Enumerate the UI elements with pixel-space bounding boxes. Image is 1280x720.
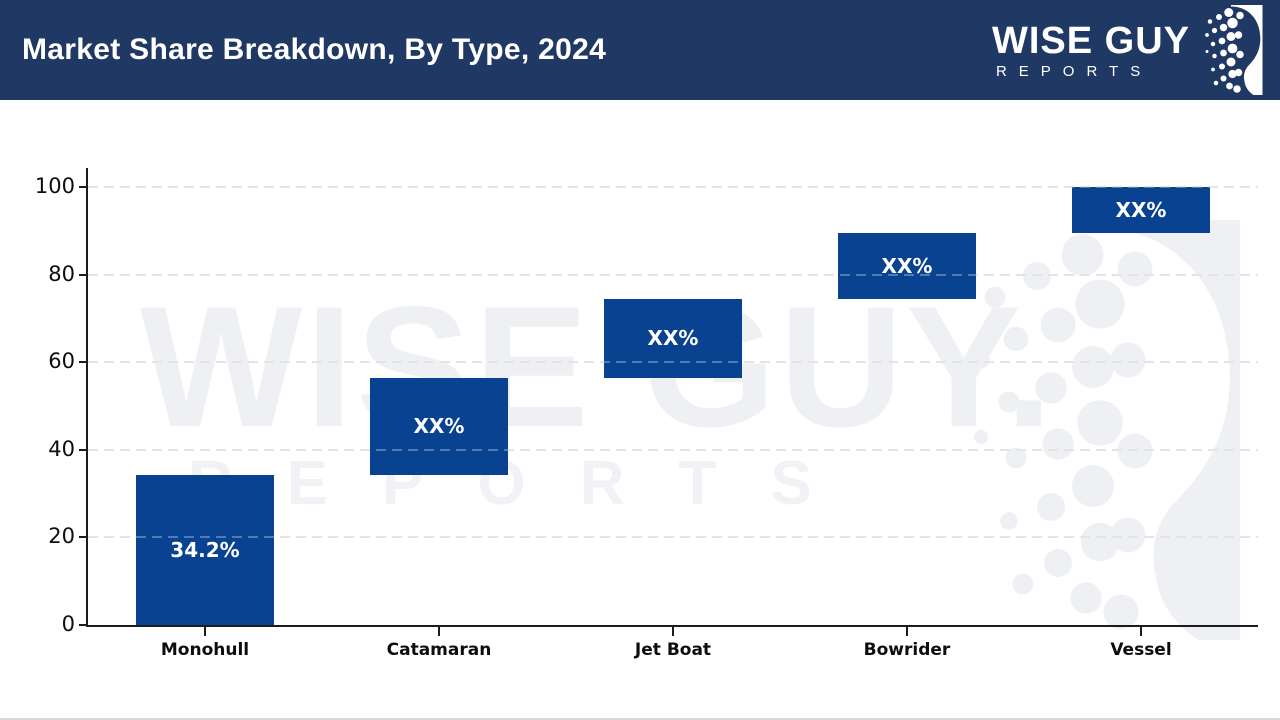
gridline [88, 536, 1258, 539]
bar-label: XX% [1115, 197, 1167, 222]
watermark-text: WISE GUY. [140, 271, 1056, 463]
x-tick-mark [438, 627, 440, 636]
y-tick-mark [79, 448, 88, 451]
y-tick-label: 60 [48, 349, 75, 374]
brand-subname: REPORTS [995, 62, 1153, 80]
y-tick-label: 100 [34, 174, 75, 198]
gridline [88, 536, 1258, 539]
gridline [88, 361, 1258, 364]
x-tick-label: Catamaran [386, 640, 492, 660]
gridline [88, 273, 1258, 276]
y-tick-label: 80 [48, 261, 75, 286]
gridline [88, 273, 1258, 276]
bar-label: XX% [413, 414, 465, 439]
y-axis-line [86, 168, 88, 627]
x-tick-label: Vessel [1110, 640, 1172, 660]
y-tick-label: 20 [48, 524, 75, 549]
bar: XX% [604, 298, 742, 378]
header-bar: Market Share Breakdown, By Type, 2024 WI… [0, 0, 1280, 100]
gridline [88, 448, 1258, 451]
x-axis-line [86, 625, 1258, 627]
bar: 34.2% [136, 475, 274, 625]
y-tick-label: 40 [48, 436, 75, 461]
x-tick-mark [204, 627, 206, 636]
x-tick-mark [1140, 627, 1142, 636]
gridline [88, 186, 1258, 188]
brand-face-icon [1205, 5, 1263, 95]
y-tick-mark [79, 186, 88, 188]
bar: XX% [370, 377, 508, 476]
x-tick-label: Bowrider [863, 640, 951, 660]
watermark-subtext: REPORTS [188, 449, 866, 518]
x-tick-mark [672, 627, 674, 636]
bar-label: XX% [647, 326, 699, 351]
bar-label: 34.2% [170, 538, 240, 563]
x-tick-mark [906, 627, 908, 636]
x-tick-label: Monohull [160, 640, 250, 660]
y-tick-mark [79, 273, 88, 276]
brand-logo: WISE GUY REPORTS [992, 5, 1264, 95]
bottom-divider [0, 718, 1280, 720]
page-title: Market Share Breakdown, By Type, 2024 [22, 33, 607, 66]
y-tick-mark [79, 536, 88, 539]
y-tick-label: 0 [61, 612, 75, 636]
y-tick-mark [79, 361, 88, 364]
bar: XX% [1072, 187, 1210, 233]
gridline [88, 186, 1258, 188]
x-tick-label: Jet Boat [634, 640, 712, 660]
y-tick-mark [79, 624, 88, 626]
brand-name: WISE GUY [991, 19, 1190, 62]
gridline [88, 448, 1258, 451]
watermark-face-icon [972, 220, 1240, 640]
bar: XX% [838, 232, 976, 299]
brand-logo-text: WISE GUY REPORTS [992, 22, 1190, 79]
bar-label: XX% [881, 253, 933, 278]
